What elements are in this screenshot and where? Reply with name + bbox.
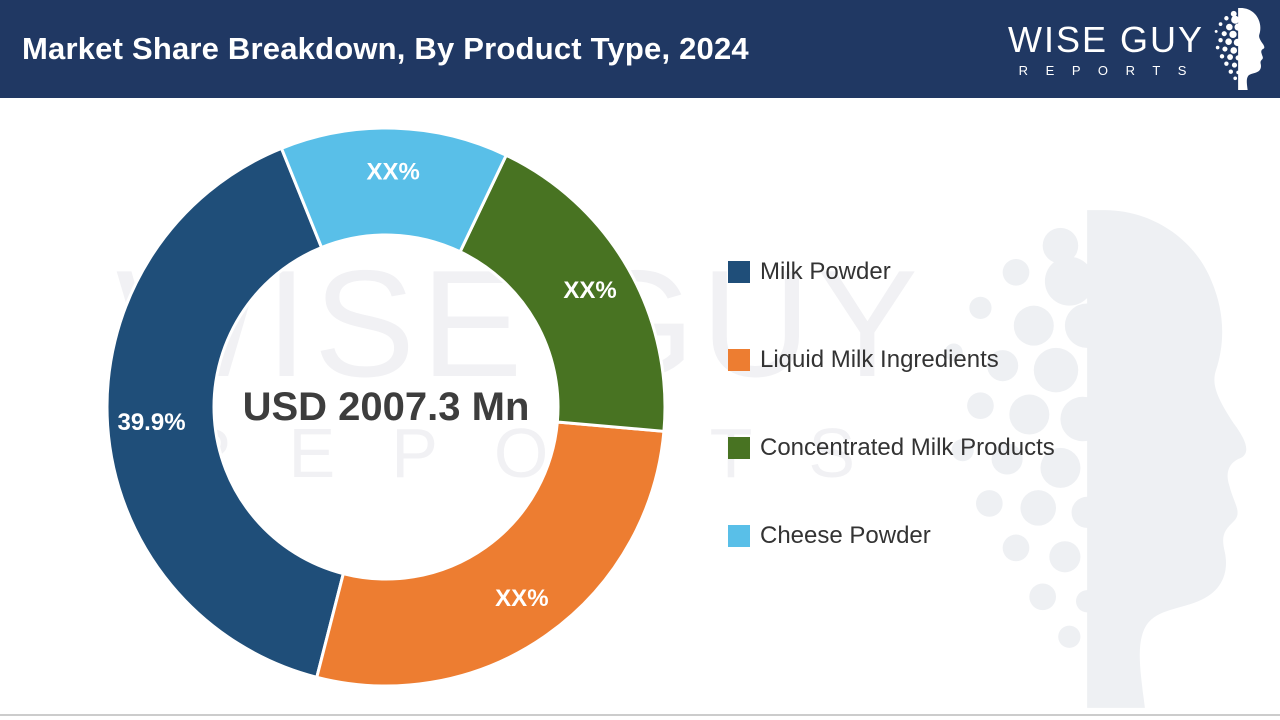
brand-wordmark: WISE GUY R E P O R T S (1007, 18, 1204, 78)
brand-name: WISE GUY (1007, 18, 1204, 60)
page-title: Market Share Breakdown, By Product Type,… (22, 31, 749, 66)
legend: Milk Powder Liquid Milk Ingredients Conc… (728, 258, 1055, 612)
legend-label: Concentrated Milk Products (760, 434, 1055, 461)
slice-value-label: XX% (563, 277, 616, 304)
legend-swatch (728, 261, 750, 283)
header: Market Share Breakdown, By Product Type,… (0, 0, 1280, 98)
slice-value-label: XX% (495, 585, 548, 612)
legend-item-concentrated-milk-products: Concentrated Milk Products (728, 434, 1055, 461)
center-value-label: USD 2007.3 Mn (243, 385, 530, 429)
legend-swatch (728, 525, 750, 547)
legend-label: Milk Powder (760, 258, 891, 285)
donut-segment-liquid-milk-ingredients (314, 420, 666, 688)
brand-face-icon (1214, 8, 1265, 90)
legend-item-milk-powder: Milk Powder (728, 258, 1055, 285)
slice-value-label: 39.9% (117, 409, 185, 436)
brand-subtitle: R E P O R T S (1018, 62, 1194, 78)
legend-label: Liquid Milk Ingredients (760, 346, 999, 373)
legend-item-liquid-milk-ingredients: Liquid Milk Ingredients (728, 346, 1055, 373)
legend-label: Cheese Powder (760, 522, 931, 549)
brand-logo: WISE GUY R E P O R T S (1008, 8, 1266, 90)
donut-segments (105, 126, 667, 688)
donut-segment-cheese-powder (279, 126, 509, 254)
donut-segment-milk-powder (105, 146, 346, 680)
slice-value-label: XX% (367, 159, 420, 186)
legend-swatch (728, 437, 750, 459)
donut-segment-concentrated-milk-products (458, 153, 667, 433)
legend-swatch (728, 349, 750, 371)
slice-labels: 39.9% XX% XX% XX% (117, 159, 616, 613)
legend-item-cheese-powder: Cheese Powder (728, 522, 1055, 549)
bottom-divider (0, 714, 1280, 716)
